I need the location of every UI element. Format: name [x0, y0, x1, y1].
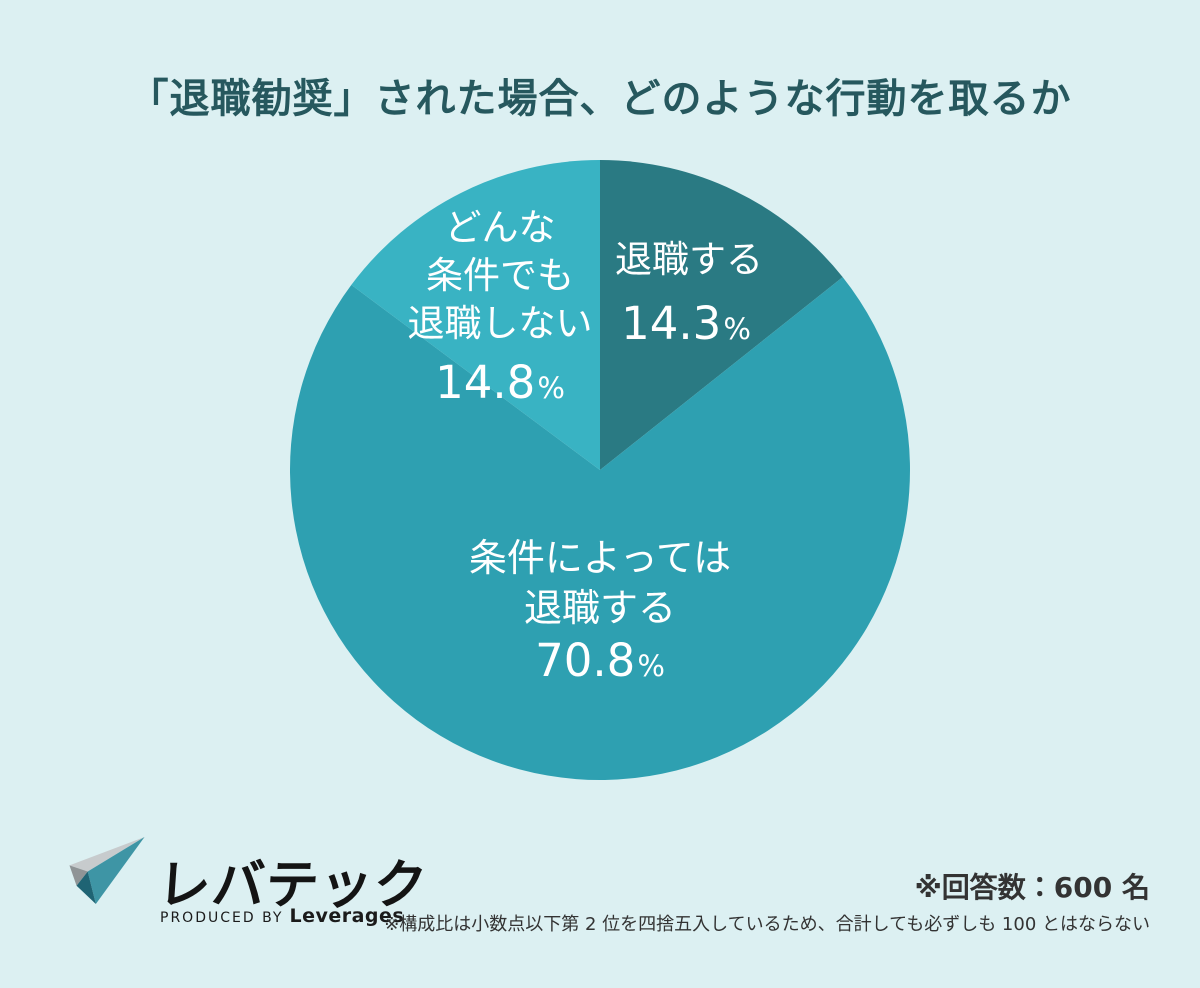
logo-icon-lightgray-facet [69, 837, 145, 872]
logo-icon-gray-facet [69, 865, 88, 886]
pie-slice-2 [351, 160, 600, 470]
slice-label-resign: 退職する [589, 237, 789, 283]
respondents-note: ※回答数：600 名 [914, 871, 1150, 904]
slice-label-line: 退職する [615, 238, 763, 281]
logo-icon-darkteal-facet [76, 871, 96, 904]
levtech-checkmark-logo-icon [69, 837, 145, 904]
percent-value: 14.8 [435, 356, 536, 409]
slice-label-line: 退職しない [407, 302, 593, 345]
pie-chart [290, 160, 910, 780]
logo-icon-teal-facet [87, 837, 145, 904]
chart-title: 「退職勧奨」された場合、どのような行動を取るか [128, 76, 1072, 122]
slice-percent-resign: 14.3% [586, 296, 786, 362]
slice-label-line: 条件によっては [468, 536, 732, 580]
slice-percent-resign-conditionally: 70.8% [420, 632, 780, 700]
produced-by-line: PRODUCED BY Leverages [160, 905, 404, 927]
slice-label-resign-conditionally: 条件によっては 退職する [420, 533, 780, 633]
percent-value: 14.3 [621, 297, 722, 350]
slice-label-line: どんな [444, 206, 556, 249]
slice-label-line: 退職する [523, 586, 676, 630]
percent-symbol: % [723, 312, 751, 346]
percent-symbol: % [637, 649, 665, 683]
pie-slice-0 [600, 160, 843, 470]
slice-percent-dont-resign: 14.8% [340, 354, 660, 422]
percent-value: 70.8 [535, 634, 636, 687]
percent-symbol: % [537, 371, 565, 405]
slice-label-line: 条件でも [426, 254, 574, 297]
company-name: Leverages [289, 905, 405, 927]
slice-label-dont-resign: どんな 条件でも 退職しない [340, 204, 660, 348]
rounding-footnote: ※構成比は小数点以下第 2 位を四捨五入しているため、合計しても必ずしも 100… [384, 914, 1150, 935]
produced-by-label: PRODUCED BY [160, 910, 284, 926]
pie-slice-1 [290, 277, 910, 780]
